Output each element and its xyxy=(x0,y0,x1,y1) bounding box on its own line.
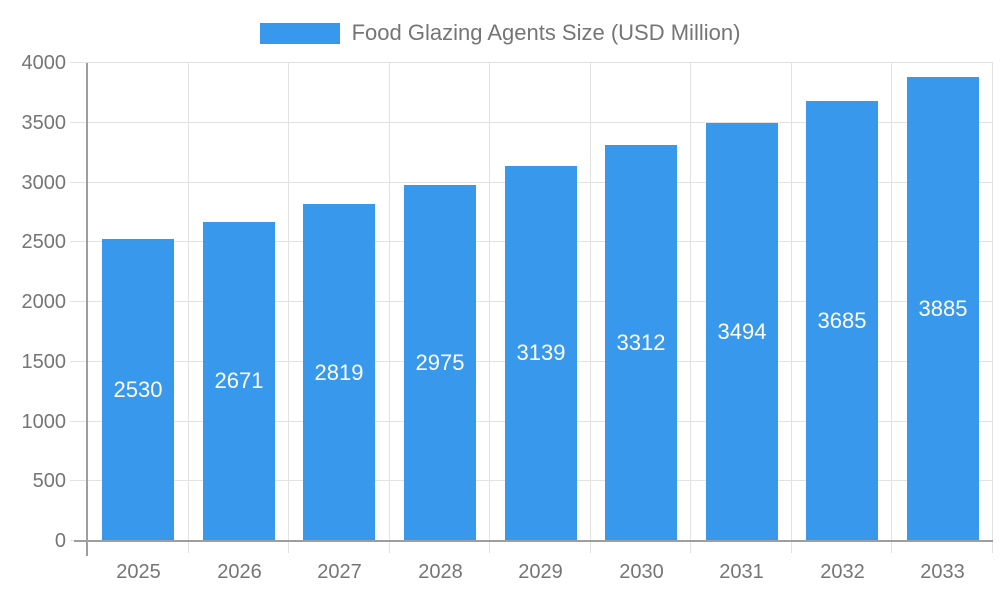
bar-2028[interactable] xyxy=(404,185,476,541)
x-axis-tick xyxy=(188,541,189,553)
y-axis-tick xyxy=(70,421,88,422)
x-axis-tick-label: 2031 xyxy=(719,561,764,583)
x-axis-tick-label: 2029 xyxy=(518,561,563,583)
x-axis-tick xyxy=(791,541,792,553)
bar-value-label: 3494 xyxy=(717,319,767,344)
x-axis-tick xyxy=(690,541,691,553)
x-axis-tick xyxy=(590,541,591,553)
y-axis-tick xyxy=(70,122,88,123)
y-axis-tick-label: 500 xyxy=(32,470,66,492)
x-axis-tick xyxy=(389,541,390,553)
y-axis-tick-label: 1000 xyxy=(21,411,67,433)
y-axis-tick xyxy=(70,62,88,63)
bar-2030[interactable] xyxy=(605,145,677,541)
bar-2027[interactable] xyxy=(303,204,375,541)
chart-legend[interactable]: Food Glazing Agents Size (USD Million) xyxy=(0,16,1000,50)
bar-2033[interactable] xyxy=(907,77,979,541)
x-axis-line xyxy=(74,540,993,542)
y-axis-tick xyxy=(70,480,88,481)
bar-2026[interactable] xyxy=(203,222,275,541)
bar-value-label: 3685 xyxy=(817,308,867,333)
bar-value-label: 3139 xyxy=(516,340,566,365)
bar-value-label: 3885 xyxy=(918,296,968,321)
x-axis-tick-label: 2028 xyxy=(418,561,463,583)
gridline-vertical xyxy=(791,63,792,541)
x-axis-tick-label: 2032 xyxy=(820,561,865,583)
y-axis-tick-label: 0 xyxy=(54,530,66,552)
y-axis-tick xyxy=(70,241,88,242)
x-axis-tick xyxy=(489,541,490,553)
gridline-horizontal xyxy=(88,122,993,123)
gridline-horizontal xyxy=(88,62,993,63)
bar-2032[interactable] xyxy=(806,101,878,541)
gridline-vertical xyxy=(690,63,691,541)
gridline-vertical xyxy=(188,63,189,541)
gridline-vertical xyxy=(992,63,993,541)
y-axis-tick-label: 2000 xyxy=(21,291,67,313)
legend-label: Food Glazing Agents Size (USD Million) xyxy=(351,20,741,45)
x-axis-tick-label: 2030 xyxy=(619,561,664,583)
bar-value-label: 2975 xyxy=(415,350,465,375)
y-axis-tick-label: 3500 xyxy=(21,112,67,134)
gridline-vertical xyxy=(288,63,289,541)
bar-value-label: 2530 xyxy=(113,377,163,402)
x-axis-tick-label: 2025 xyxy=(116,561,161,583)
bar-value-label: 3312 xyxy=(616,330,666,355)
y-axis-tick-label: 1500 xyxy=(21,351,67,373)
x-axis-tick-label: 2033 xyxy=(920,561,965,583)
gridline-vertical xyxy=(891,63,892,541)
x-axis-tick xyxy=(992,541,993,553)
bar-value-label: 2819 xyxy=(314,360,364,385)
y-axis-tick-label: 3000 xyxy=(21,172,67,194)
y-axis-tick xyxy=(70,182,88,183)
y-axis-tick-label: 2500 xyxy=(21,231,67,253)
gridline-vertical xyxy=(590,63,591,541)
y-axis-tick xyxy=(70,301,88,302)
bar-value-label: 2671 xyxy=(214,368,264,393)
gridline-vertical xyxy=(489,63,490,541)
x-axis-tick-label: 2027 xyxy=(317,561,362,583)
legend-swatch xyxy=(259,22,340,44)
y-axis-tick xyxy=(70,361,88,362)
bar-2029[interactable] xyxy=(505,166,577,541)
y-axis-tick-label: 4000 xyxy=(21,52,67,74)
bar-2031[interactable] xyxy=(706,123,778,541)
gridline-vertical xyxy=(389,63,390,541)
x-axis-tick-label: 2026 xyxy=(217,561,262,583)
x-axis-tick xyxy=(891,541,892,553)
x-axis-tick xyxy=(288,541,289,553)
bar-2025[interactable] xyxy=(102,239,174,541)
y-axis-line xyxy=(86,63,88,556)
